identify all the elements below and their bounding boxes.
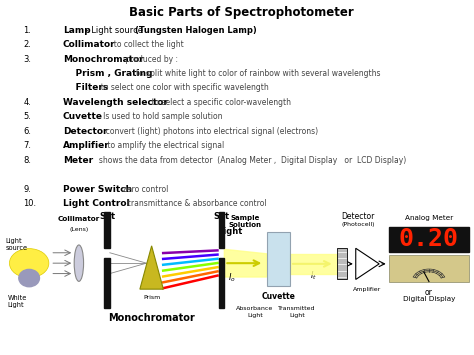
Circle shape	[9, 248, 49, 278]
Text: White: White	[8, 295, 27, 301]
Text: Light: Light	[8, 302, 24, 308]
Text: Slit: Slit	[213, 212, 229, 221]
Text: Meter: Meter	[63, 156, 93, 165]
Text: or: or	[425, 289, 433, 297]
Text: Prism: Prism	[143, 295, 160, 300]
Text: Is used to hold sample solution: Is used to hold sample solution	[96, 113, 223, 121]
Polygon shape	[356, 248, 379, 279]
Bar	[337, 248, 347, 279]
Ellipse shape	[74, 245, 83, 282]
Text: $I_t$: $I_t$	[310, 270, 317, 282]
Text: Power Switch: Power Switch	[63, 185, 132, 194]
Text: Wavelength selector: Wavelength selector	[63, 98, 168, 107]
Text: Amplifier: Amplifier	[353, 288, 382, 293]
Text: zero control: zero control	[118, 185, 169, 194]
Bar	[104, 258, 110, 308]
Text: 6.: 6.	[23, 127, 31, 136]
Bar	[219, 212, 224, 248]
Bar	[219, 258, 224, 308]
Text: 8.: 8.	[23, 156, 31, 165]
Text: convert (light) photons into electrical signal (electrons): convert (light) photons into electrical …	[100, 127, 318, 136]
Text: transmittance & absorbance control: transmittance & absorbance control	[123, 200, 266, 208]
Text: Detector: Detector	[341, 212, 375, 221]
Text: to select one color with specific wavelength: to select one color with specific wavele…	[96, 83, 269, 93]
Text: source: source	[6, 245, 28, 251]
Bar	[389, 227, 469, 252]
Text: Sample: Sample	[230, 215, 260, 221]
Text: (Photocell): (Photocell)	[341, 223, 375, 228]
Text: Lamp: Lamp	[63, 26, 91, 34]
Text: Detector: Detector	[63, 127, 108, 136]
Text: $I_o$: $I_o$	[228, 272, 236, 284]
Text: shows the data from detector  (Analog Meter ,  Digital Display   or  LCD Display: shows the data from detector (Analog Met…	[87, 156, 407, 165]
Polygon shape	[224, 249, 266, 277]
Text: to collect the light: to collect the light	[109, 40, 184, 49]
Ellipse shape	[19, 269, 39, 287]
Text: Slit: Slit	[99, 212, 115, 221]
Text: Light Control: Light Control	[63, 200, 129, 208]
Text: Solution: Solution	[228, 222, 262, 228]
Text: (Lens): (Lens)	[69, 227, 89, 232]
Text: 2.: 2.	[23, 40, 31, 49]
Text: 10.: 10.	[23, 200, 36, 208]
Text: :to split white light to color of rainbow with several wavelengths: :to split white light to color of rainbo…	[131, 69, 381, 78]
Text: Filters: Filters	[63, 83, 108, 93]
Text: Monochromator: Monochromator	[63, 55, 144, 64]
Text: Amplifier: Amplifier	[63, 141, 109, 151]
Text: Prism , Grating: Prism , Grating	[63, 69, 153, 78]
Text: Transmitted: Transmitted	[278, 306, 316, 311]
Text: 3.: 3.	[23, 55, 31, 64]
Text: Absorbance: Absorbance	[236, 306, 273, 311]
Text: Collimator: Collimator	[63, 40, 116, 49]
Text: Light: Light	[289, 313, 305, 318]
Text: Analog Meter: Analog Meter	[405, 215, 453, 221]
Text: Collimator: Collimator	[58, 215, 100, 222]
Text: (Tungsten Halogen Lamp): (Tungsten Halogen Lamp)	[135, 26, 256, 34]
Text: 4.: 4.	[23, 98, 31, 107]
Text: 9.: 9.	[23, 185, 31, 194]
Text: to amplify the electrical signal: to amplify the electrical signal	[105, 141, 224, 151]
Text: produced by :: produced by :	[123, 55, 178, 64]
Text: Light: Light	[6, 238, 22, 244]
Text: to select a specific color-wavelength: to select a specific color-wavelength	[149, 98, 291, 107]
Text: 0.20: 0.20	[399, 227, 459, 251]
Polygon shape	[140, 246, 164, 289]
Text: 5.: 5.	[23, 113, 31, 121]
Text: Cuvette: Cuvette	[63, 113, 103, 121]
Text: Cuvette: Cuvette	[261, 292, 295, 301]
Bar	[266, 232, 290, 286]
Text: 7.: 7.	[23, 141, 31, 151]
Bar	[104, 212, 110, 248]
Text: Light: Light	[247, 313, 263, 318]
Text: Light: Light	[218, 228, 242, 236]
Polygon shape	[290, 254, 337, 274]
Text: Monochromator: Monochromator	[108, 313, 195, 323]
Text: - Light source: - Light source	[83, 26, 146, 34]
Text: Basic Parts of Spectrophotometer: Basic Parts of Spectrophotometer	[129, 6, 354, 20]
Text: 1.: 1.	[23, 26, 31, 34]
Bar	[389, 255, 469, 282]
Text: Digital Display: Digital Display	[403, 296, 455, 302]
